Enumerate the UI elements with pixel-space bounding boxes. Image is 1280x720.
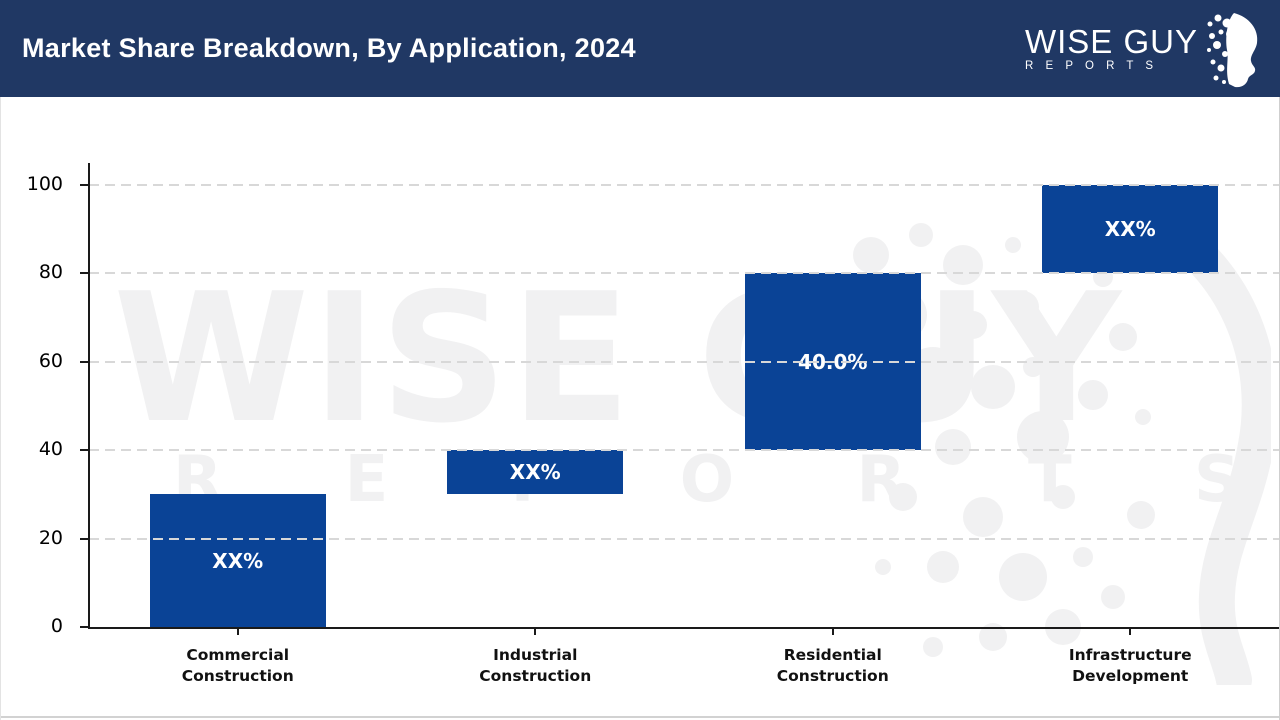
y-tick-label: 40 <box>38 438 63 461</box>
y-tick-mark <box>80 537 89 540</box>
x-category-label-line: Construction <box>181 667 294 685</box>
x-tick-mark <box>831 629 834 635</box>
bar-commercial-construction: XX% <box>149 494 326 627</box>
x-tick-mark <box>236 629 239 635</box>
y-tick-label: 60 <box>38 349 63 372</box>
brand-logo: WISE GUY R E P O R T S <box>1025 10 1262 88</box>
gridline-100 <box>89 184 1279 186</box>
head-profile-logo-icon <box>1207 12 1258 87</box>
y-tick-mark <box>80 272 89 275</box>
x-tick-mark <box>534 629 537 635</box>
x-axis-spine <box>88 627 1279 629</box>
y-axis-spine <box>88 163 90 629</box>
figure-bottom-rule <box>1 716 1279 718</box>
bar-infrastructure-development: XX% <box>1042 185 1219 274</box>
y-axis-labels: 0 20 40 60 80 100 <box>1 173 77 637</box>
y-tick-label: 20 <box>38 526 63 549</box>
x-category-label-line: Industrial <box>493 646 578 664</box>
y-tick-label: 100 <box>26 173 63 195</box>
brand-logo-text: WISE GUY R E P O R T S <box>1025 25 1198 73</box>
brand-subtitle: R E P O R T S <box>1024 59 1158 72</box>
bar-value-label: XX% <box>1104 217 1156 242</box>
gridline-20 <box>89 537 1279 540</box>
header-bar: Market Share Breakdown, By Application, … <box>0 0 1280 97</box>
gridline-80 <box>89 272 1279 275</box>
y-tick-label: 0 <box>50 615 63 637</box>
x-category-label: Commercial Construction <box>89 645 387 687</box>
x-category-label: Infrastructure Development <box>982 645 1280 687</box>
x-category-label-line: Development <box>1072 667 1189 685</box>
y-tick-label: 80 <box>38 261 63 284</box>
bar-industrial-construction: XX% <box>447 450 624 495</box>
chart-title: Market Share Breakdown, By Application, … <box>22 33 636 63</box>
brand-name: WISE GUY <box>1024 22 1198 60</box>
x-category-label-line: Residential <box>783 646 882 664</box>
x-category-label-line: Construction <box>479 667 592 685</box>
plot-area: XX% XX% 40.0% XX% <box>80 184 1279 635</box>
y-tick-mark <box>80 360 89 363</box>
y-tick-mark <box>80 184 89 186</box>
x-category-label-line: Infrastructure <box>1068 646 1192 664</box>
x-category-label: Industrial Construction <box>387 645 685 687</box>
bar-value-label: XX% <box>212 548 264 573</box>
y-tick-mark <box>80 626 89 628</box>
y-tick-mark <box>80 449 89 452</box>
x-category-label-line: Commercial <box>186 646 290 664</box>
gridline-60 <box>89 360 1279 363</box>
x-category-label: Residential Construction <box>684 645 982 687</box>
bar-value-label: XX% <box>509 460 561 485</box>
x-tick-mark <box>1129 629 1132 635</box>
gridline-40 <box>89 449 1279 452</box>
x-category-label-line: Construction <box>776 667 889 685</box>
